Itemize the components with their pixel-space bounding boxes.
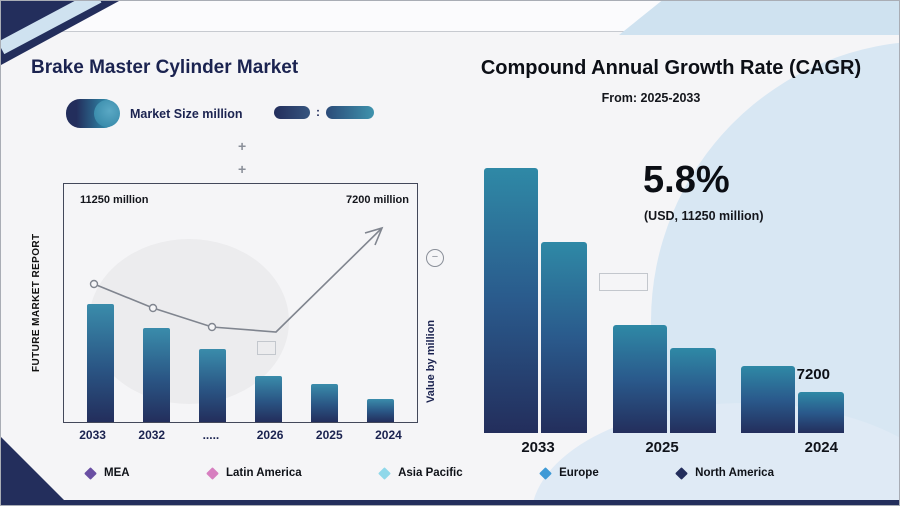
legend-item-north-america: North America <box>675 466 774 480</box>
line-marker <box>148 303 158 313</box>
x-label: 2033 <box>521 439 555 456</box>
pill-icon <box>274 105 310 119</box>
cagr-bars: 7200 <box>484 161 844 433</box>
bar-2025-secondary <box>669 348 716 433</box>
bar-2032 <box>142 328 170 422</box>
market-size-legend: Market Size million <box>66 99 243 128</box>
legend-item-mea: MEA <box>84 466 130 480</box>
x-label: 2024 <box>375 428 402 442</box>
right-chart-title: Compound Annual Growth Rate (CAGR) <box>480 57 862 79</box>
legend-item-asia-pacific: Asia Pacific <box>378 466 463 480</box>
bar-2025 <box>311 384 339 422</box>
plus-icon: + <box>238 161 247 177</box>
legend-label: North America <box>695 467 774 479</box>
x-label: ..... <box>202 428 220 442</box>
legend-item-latin-america: Latin America <box>206 466 302 480</box>
bottom-bar <box>1 500 899 505</box>
pill-icon <box>326 105 374 119</box>
legend-diamond-icon <box>539 466 552 480</box>
bar-..... <box>198 349 226 422</box>
cagr-range: From: 2025-2033 <box>601 91 701 105</box>
market-bars <box>72 222 409 422</box>
x-label: 2026 <box>256 428 284 442</box>
future-market-report-label: FUTURE MARKET REPORT <box>31 233 42 373</box>
legend-diamond-icon <box>206 466 219 480</box>
x-label: 2025 <box>315 428 343 442</box>
x-label: 2025 <box>645 439 679 456</box>
value-axis-label: Value by million <box>425 319 437 403</box>
bar-2025-value <box>612 325 667 433</box>
legend-label: MEA <box>104 467 130 479</box>
pill-decoration: : <box>274 105 374 119</box>
start-value-label: 7200 million <box>346 194 409 206</box>
max-value-label: 11250 million <box>80 194 149 206</box>
legend-item-europe: Europe <box>539 466 599 480</box>
colon-separator: : <box>316 105 320 119</box>
legend-label: Asia Pacific <box>398 467 463 479</box>
bar-group-2033 <box>484 168 587 433</box>
bar-2024-secondary <box>798 392 844 433</box>
bar-2026 <box>255 376 283 422</box>
decorative-rect <box>599 273 648 291</box>
cylinder-icon <box>66 99 120 128</box>
cagr-value: 5.8% <box>643 159 730 201</box>
legend-label: Latin America <box>226 467 302 479</box>
bar-group-2025 <box>612 325 716 433</box>
cagr-note: (USD, 11250 million) <box>644 209 764 223</box>
cagr-x-labels: 2033 2025 2024 <box>484 439 844 456</box>
decorative-rect <box>257 341 276 355</box>
data-label-7200: 7200 <box>796 366 830 383</box>
line-marker <box>89 279 99 289</box>
trend-arrow <box>89 226 384 333</box>
corner-decoration <box>619 1 899 35</box>
bar-2024 <box>367 399 395 422</box>
market-size-label: Market Size million <box>130 106 243 121</box>
bar-2033 <box>86 304 114 422</box>
market-chart: 11250 million 7200 million <box>63 183 418 423</box>
legend-label: Europe <box>559 467 599 479</box>
x-label: 2032 <box>138 428 166 442</box>
market-x-labels: 2033 2032..... 2026 2025 2024 <box>63 428 418 442</box>
x-label: 2033 <box>79 428 106 442</box>
bar-2033-secondary <box>541 242 587 433</box>
legend-diamond-icon <box>675 466 689 480</box>
bar-2024-value <box>741 366 795 433</box>
bar-2033-value <box>484 168 538 433</box>
plus-icon: + <box>238 138 247 154</box>
left-chart-title: Brake Master Cylinder Market <box>31 57 299 78</box>
legend-diamond-icon <box>84 466 97 480</box>
bar-group-2024 <box>741 366 844 433</box>
x-label: 2024 <box>804 439 838 456</box>
legend-diamond-icon <box>378 466 391 480</box>
minus-circle-icon: − <box>426 249 444 267</box>
region-legend: MEA Latin America Asia Pacific Europe North … <box>84 466 774 480</box>
line-marker <box>207 322 217 332</box>
